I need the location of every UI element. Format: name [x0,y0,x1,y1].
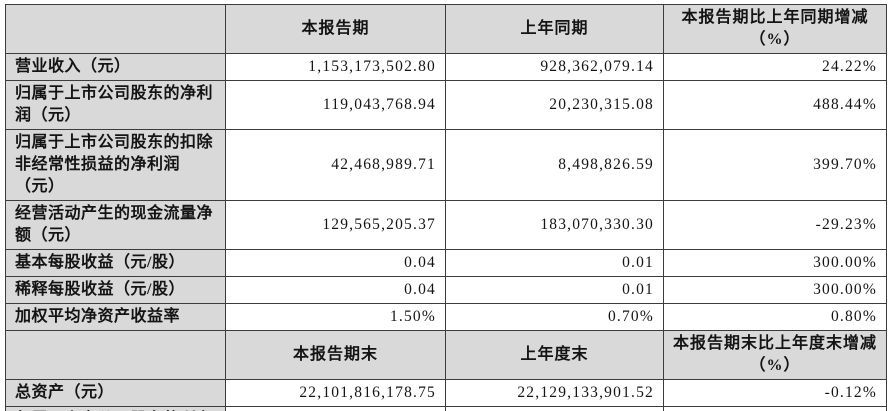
row-value: 119,043,768.94 [225,80,446,130]
table-row: 加权平均净资产收益率 1.50% 0.70% 0.80% [5,303,887,331]
table-body: 本报告期 上年同期 本报告期比上年同期增减（%） 营业收入（元） 1,153,173,5… [5,4,887,411]
table-row: 基本每股收益（元/股） 0.04 0.01 300.00% [5,249,887,277]
row-value: 928,362,079.14 [445,53,664,81]
row-label: 归属于上市公司股东的所有者权益（元） [5,406,226,411]
table-row: 归属于上市公司股东的所有者权益（元）8,022,482,200.137,869,… [5,406,887,411]
header-cell: 本报告期末比上年度末增减（%） [663,330,887,380]
row-value: 0.01 [445,276,664,304]
row-value: 399.70% [663,129,887,201]
row-value: 8,498,826.59 [445,129,664,201]
table-row: 归属于上市公司股东的净利润（元） 119,043,768.94 20,230,315… [5,80,887,130]
row-value: 20,230,315.08 [445,80,664,130]
row-value: 129,565,205.37 [225,200,446,250]
header-empty-cell [5,330,226,380]
row-value: 7,869,179,872.68 [445,406,664,411]
row-value: 488.44% [663,80,887,130]
header-cell: 本报告期末 [225,330,446,380]
row-label: 基本每股收益（元/股） [5,249,226,277]
row-label: 归属于上市公司股东的扣除非经常性损益的净利润（元） [5,129,226,201]
row-label: 稀释每股收益（元/股） [5,276,226,304]
row-value: 0.80% [663,303,887,331]
financial-summary-table: 本报告期 上年同期 本报告期比上年同期增减（%） 营业收入（元） 1,153,173,5… [5,4,887,411]
table-row: 归属于上市公司股东的扣除非经常性损益的净利润（元） 42,468,989.71 8,… [5,129,887,201]
row-label: 营业收入（元） [5,53,226,81]
table-row: 经营活动产生的现金流量净额（元） 129,565,205.37 183,070,33… [5,200,887,250]
header-cell: 本报告期比上年同期增减（%） [663,4,887,54]
row-value: -29.23% [663,200,887,250]
table-row: 总资产（元） 22,101,816,178.75 22,129,133,901.52… [5,379,887,407]
row-label: 总资产（元） [5,379,226,407]
row-value: 24.22% [663,53,887,81]
row-value: 22,129,133,901.52 [445,379,664,407]
row-value: 22,101,816,178.75 [225,379,446,407]
row-value: 1,153,173,502.80 [225,53,446,81]
table-row: 营业收入（元） 1,153,173,502.80 928,362,079.14 24.… [5,53,887,81]
row-label: 经营活动产生的现金流量净额（元） [5,200,226,250]
row-value: 300.00% [663,249,887,277]
row-value: 1.50% [225,303,446,331]
header-empty-cell [5,4,226,54]
header-cell: 上年同期 [445,4,664,54]
row-label: 加权平均净资产收益率 [5,303,226,331]
row-value: 1.95% [663,406,887,411]
table-row: 稀释每股收益（元/股） 0.04 0.01 300.00% [5,276,887,304]
row-value: 42,468,989.71 [225,129,446,201]
header-row: 本报告期末 上年度末 本报告期末比上年度末增减（%） [5,330,887,380]
row-value: -0.12% [663,379,887,407]
row-value: 0.01 [445,249,664,277]
row-value: 0.04 [225,249,446,277]
header-row: 本报告期 上年同期 本报告期比上年同期增减（%） [5,4,887,54]
row-label: 归属于上市公司股东的净利润（元） [5,80,226,130]
header-cell: 上年度末 [445,330,664,380]
row-value: 0.04 [225,276,446,304]
row-value: 8,022,482,200.13 [225,406,446,411]
row-value: 0.70% [445,303,664,331]
row-value: 300.00% [663,276,887,304]
row-value: 183,070,330.30 [445,200,664,250]
header-cell: 本报告期 [225,4,446,54]
